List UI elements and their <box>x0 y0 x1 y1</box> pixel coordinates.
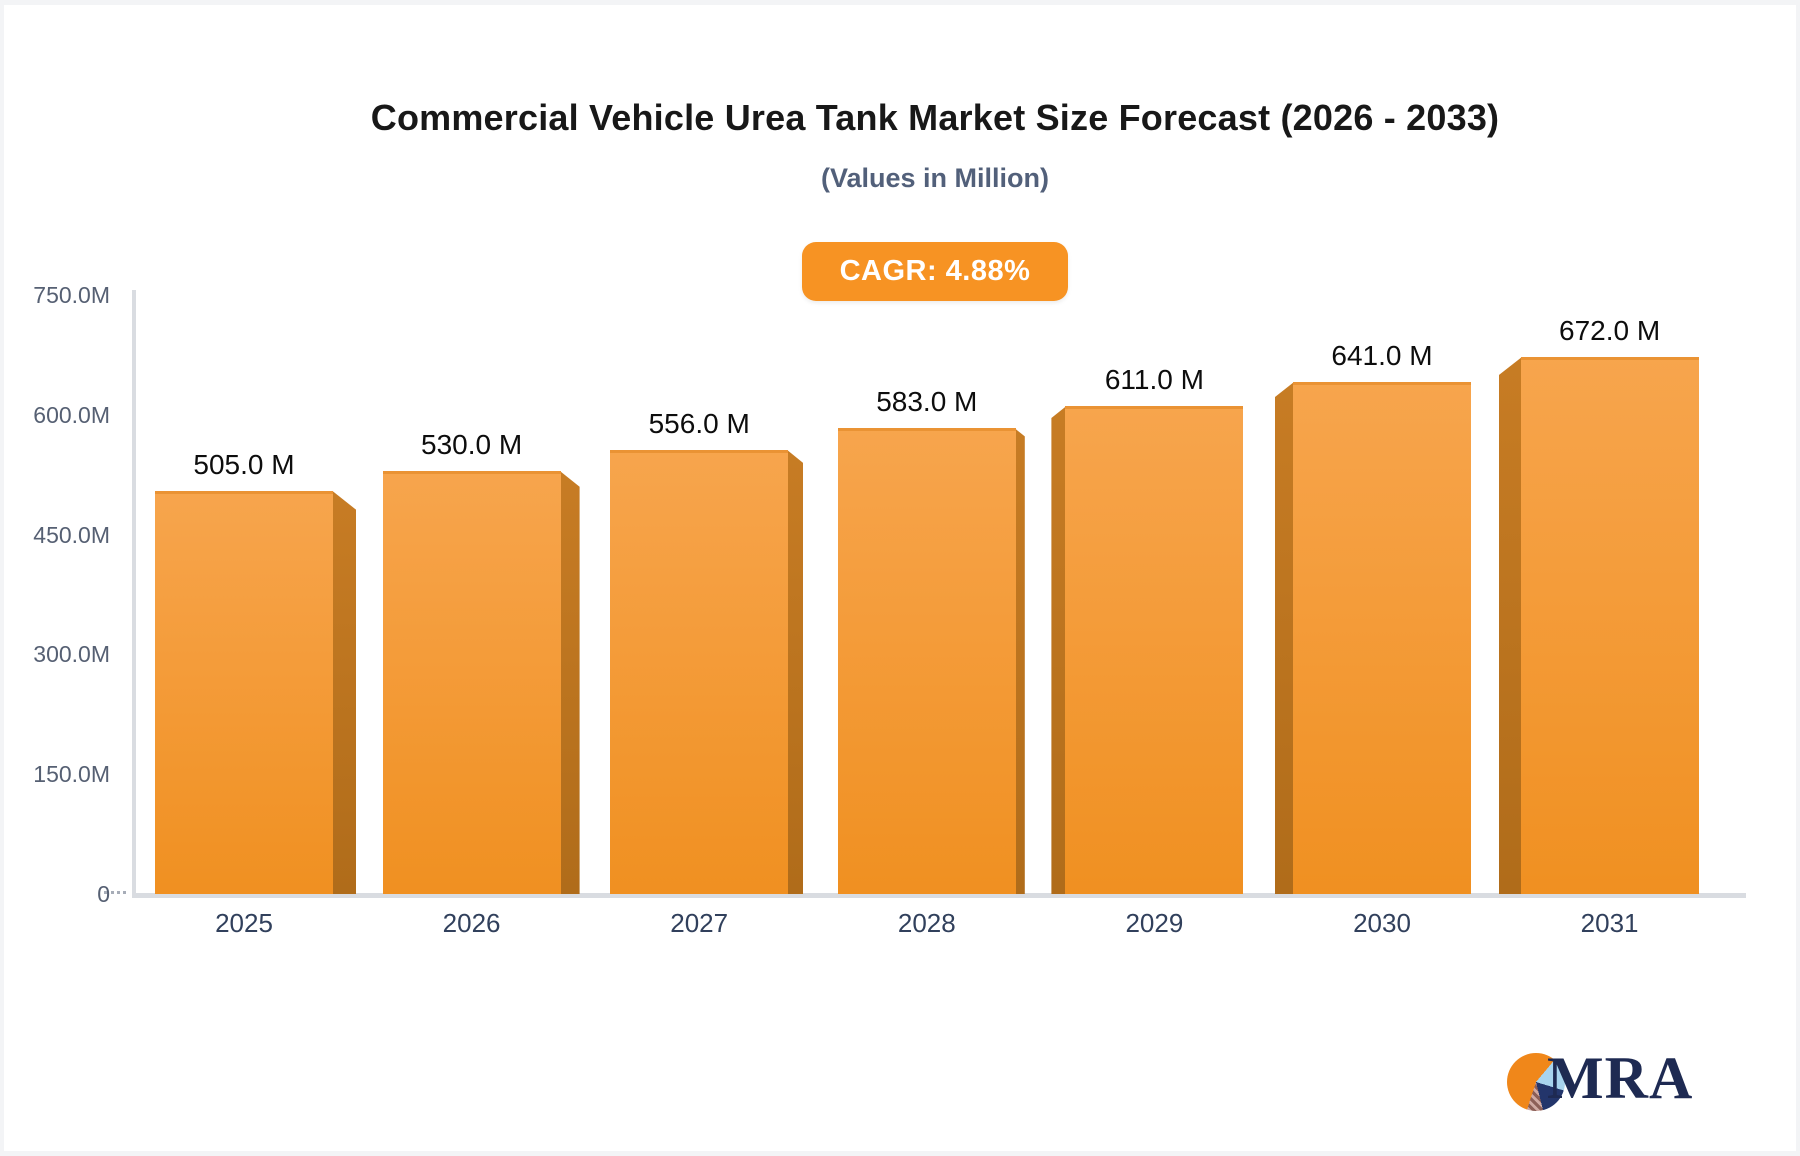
y-axis-tick-label: 150.0M <box>33 761 110 788</box>
bar-value-label: 505.0 M <box>193 448 295 480</box>
y-axis-tick-label: 300.0M <box>33 641 110 668</box>
bar-3d-side <box>1014 428 1025 894</box>
bar-2026[interactable] <box>382 470 561 894</box>
y-axis-tick-label: 0 <box>97 881 110 907</box>
x-axis-label: 2027 <box>670 908 729 938</box>
bar-value-label: 641.0 M <box>1331 340 1433 372</box>
bar-3d-side <box>787 449 804 894</box>
bar-3d-side <box>332 490 356 894</box>
x-axis-label: 2028 <box>897 908 956 938</box>
bar-2030[interactable] <box>1293 382 1471 894</box>
bar-chart-plot: 750.0M 600.0M 450.0M 300.0M 150.0M 0 505.0 M 20… <box>4 5 1800 1156</box>
x-axis-label: 2025 <box>215 908 273 938</box>
bar-3d-side <box>559 470 580 894</box>
bar-value-label: 672.0 M <box>1559 315 1661 347</box>
chart-title: Commercial Vehicle Urea Tank Market Size… <box>370 97 1500 138</box>
y-axis-tick-label: 750.0M <box>33 282 110 308</box>
x-axis-line <box>132 893 1746 898</box>
bar-value-label: 530.0 M <box>421 428 523 460</box>
x-axis-label: 2026 <box>442 908 501 938</box>
bar-2028[interactable] <box>837 428 1016 894</box>
bar-2031[interactable] <box>1520 357 1699 894</box>
bar-value-label: 611.0 M <box>1104 364 1204 395</box>
bar-2025[interactable] <box>155 490 333 894</box>
y-axis-line <box>132 290 136 898</box>
chart-subtitle: (Values in Million) <box>820 163 1050 193</box>
x-axis-label: 2029 <box>1125 908 1184 938</box>
y-axis-tick-label: 600.0M <box>33 401 110 428</box>
cagr-badge: CAGR: 4.88% <box>801 242 1069 301</box>
bar-2029[interactable] <box>1065 406 1244 894</box>
mra-logo: MRA <box>1507 1045 1737 1115</box>
bar-3d-side <box>1498 357 1522 894</box>
zero-tick-mark <box>104 891 126 894</box>
y-axis-tick-label: 450.0M <box>33 521 110 548</box>
pie-chart-logo-icon <box>1507 1053 1565 1111</box>
chart-header: Commercial Vehicle Urea Tank Market Size… <box>74 97 1796 301</box>
bar-value-label: 583.0 M <box>876 386 978 418</box>
bar-2027[interactable] <box>610 449 789 894</box>
bar-value-label: 556.0 M <box>648 407 750 439</box>
bar-3d-side <box>1051 406 1067 894</box>
logo-text: MRA <box>1547 1045 1694 1111</box>
x-axis-label: 2030 <box>1353 908 1411 938</box>
x-axis-label: 2031 <box>1580 908 1639 938</box>
bar-3d-side <box>1275 382 1294 894</box>
chart-card: Commercial Vehicle Urea Tank Market Size… <box>4 5 1796 1151</box>
